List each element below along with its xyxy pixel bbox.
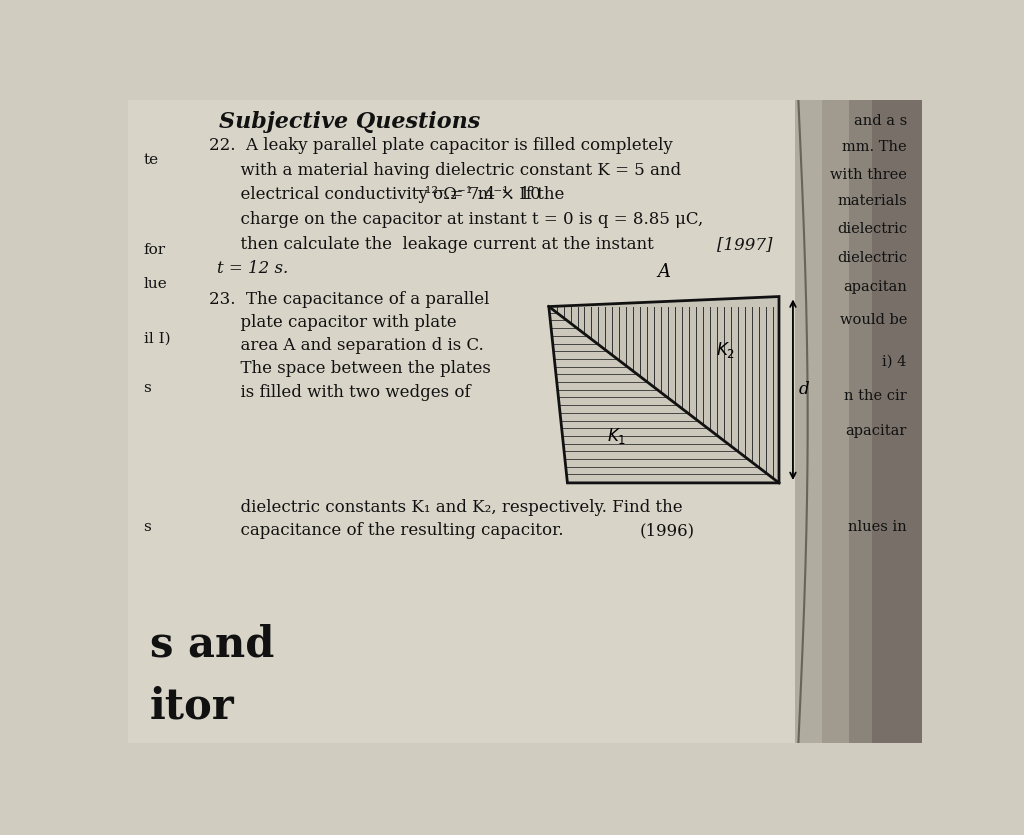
Polygon shape xyxy=(549,296,779,483)
Text: lue: lue xyxy=(143,277,167,291)
Text: for: for xyxy=(143,243,166,256)
Text: with a material having dielectric constant K = 5 and: with a material having dielectric consta… xyxy=(209,162,682,179)
Text: $K_1$: $K_1$ xyxy=(606,426,626,446)
Polygon shape xyxy=(549,306,779,483)
Text: t = 12 s.: t = 12 s. xyxy=(217,261,289,277)
Text: electrical conductivity σ = 7.4 × 10: electrical conductivity σ = 7.4 × 10 xyxy=(209,186,542,204)
Text: d: d xyxy=(799,382,810,398)
Text: with three: with three xyxy=(830,168,907,182)
Text: then calculate the  leakage current at the instant: then calculate the leakage current at th… xyxy=(209,235,654,253)
Text: dielectric constants K₁ and K₂, respectively. Find the: dielectric constants K₁ and K₂, respecti… xyxy=(209,499,683,516)
Text: and a s: and a s xyxy=(854,114,907,128)
Text: The space between the plates: The space between the plates xyxy=(209,361,492,377)
Bar xyxy=(791,100,922,743)
Text: ⁻¹² Ω⁻¹ m⁻¹. If the: ⁻¹² Ω⁻¹ m⁻¹. If the xyxy=(417,186,564,204)
Text: [1997]: [1997] xyxy=(717,235,772,253)
Text: 22.  A leaky parallel plate capacitor is filled completely: 22. A leaky parallel plate capacitor is … xyxy=(209,137,673,154)
Text: itor: itor xyxy=(150,686,234,727)
Text: is filled with two wedges of: is filled with two wedges of xyxy=(209,383,471,401)
Text: il I): il I) xyxy=(143,331,170,345)
Text: capacitance of the resulting capacitor.: capacitance of the resulting capacitor. xyxy=(209,522,564,539)
Text: A: A xyxy=(657,263,671,281)
Text: charge on the capacitor at instant t = 0 is q = 8.85 μC,: charge on the capacitor at instant t = 0… xyxy=(209,211,703,228)
Text: mm. The: mm. The xyxy=(843,140,907,154)
Text: s: s xyxy=(143,382,152,395)
Text: apacitan: apacitan xyxy=(843,281,907,295)
Text: dielectric: dielectric xyxy=(837,222,907,235)
Text: plate capacitor with plate: plate capacitor with plate xyxy=(209,314,457,331)
Text: s: s xyxy=(143,520,152,534)
Text: (1996): (1996) xyxy=(640,522,694,539)
Text: Subjective Questions: Subjective Questions xyxy=(219,111,480,133)
Text: n the cir: n the cir xyxy=(844,389,907,403)
Text: nlues in: nlues in xyxy=(848,520,907,534)
Text: would be: would be xyxy=(840,313,907,326)
Bar xyxy=(821,100,922,743)
Bar xyxy=(128,100,795,743)
Text: apacitar: apacitar xyxy=(846,423,907,438)
Text: materials: materials xyxy=(838,195,907,208)
Text: 23.  The capacitance of a parallel: 23. The capacitance of a parallel xyxy=(209,291,489,308)
Bar xyxy=(872,100,922,743)
Text: dielectric: dielectric xyxy=(837,251,907,266)
Text: area A and separation d is C.: area A and separation d is C. xyxy=(209,337,484,354)
Text: i) 4: i) 4 xyxy=(883,354,907,368)
Bar xyxy=(849,100,922,743)
Text: te: te xyxy=(143,153,159,166)
Text: s and: s and xyxy=(150,624,274,665)
Text: $K_2$: $K_2$ xyxy=(716,341,735,361)
